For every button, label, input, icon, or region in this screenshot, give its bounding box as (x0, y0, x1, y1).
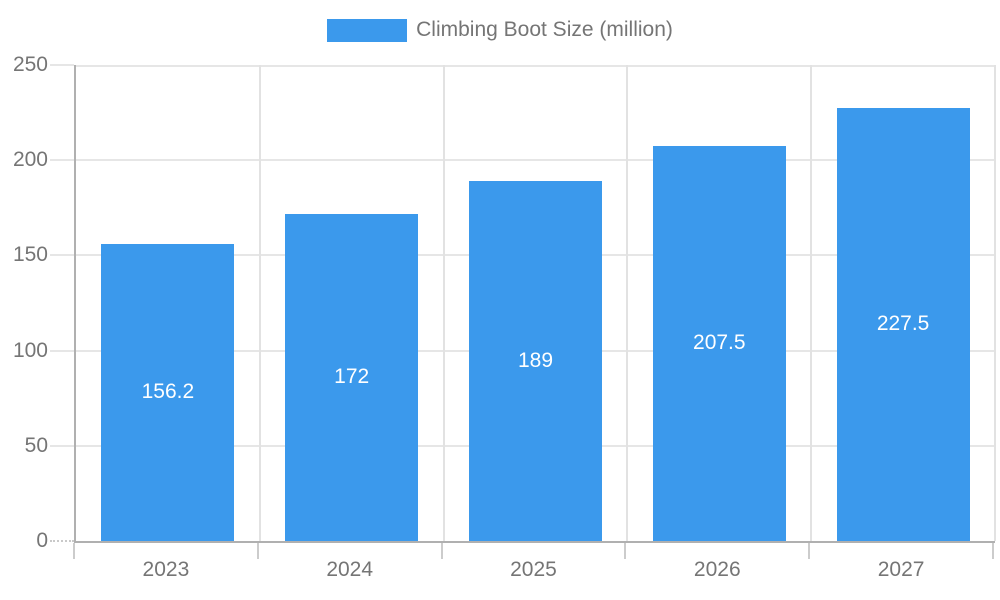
x-tick-3 (624, 543, 627, 559)
y-tick-250 (50, 64, 74, 66)
v-gridline-4 (810, 65, 813, 541)
y-axis-label-100: 100 (12, 338, 48, 362)
x-axis-label-2026: 2026 (693, 558, 741, 581)
bar-value-label-2025: 189 (517, 349, 554, 373)
h-gridline-200 (76, 159, 995, 162)
x-tick-5 (992, 543, 994, 559)
y-axis-label-150: 150 (12, 243, 48, 267)
bar-value-label-2023: 156.2 (141, 380, 195, 404)
y-axis-label-50: 50 (24, 433, 48, 457)
y-tick-50 (50, 444, 74, 447)
y-tick-150 (50, 254, 74, 257)
x-tick-2 (440, 543, 443, 559)
bar-2025: 189 (469, 181, 602, 541)
y-axis-label-250: 250 (12, 53, 48, 76)
bar-2024: 172 (285, 213, 419, 541)
y-tick-100 (50, 349, 74, 352)
v-gridline-2 (442, 65, 445, 541)
x-tick-0 (73, 543, 75, 559)
plot-area: 156.2 172 189 207.5 227.5 (74, 65, 996, 543)
v-gridline-1 (258, 65, 261, 541)
bar-value-label-2027: 227.5 (876, 312, 930, 336)
v-gridline-5 (994, 65, 996, 541)
h-gridline-250 (76, 65, 995, 67)
y-tick-200 (50, 159, 74, 162)
legend-swatch (327, 18, 408, 42)
x-tick-1 (256, 543, 259, 559)
x-tick-4 (808, 543, 811, 559)
bar-value-label-2026: 207.5 (693, 331, 746, 355)
legend-label: Climbing Boot Size (million) (416, 18, 673, 41)
bar-2023: 156.2 (101, 243, 235, 541)
bar-2027: 227.5 (836, 107, 970, 541)
x-axis-label-2025: 2025 (510, 558, 557, 581)
bar-value-label-2024: 172 (334, 365, 370, 389)
v-gridline-3 (626, 65, 629, 541)
x-axis-label-2027: 2027 (877, 558, 925, 581)
legend: Climbing Boot Size (million) (0, 17, 1000, 43)
y-axis-label-0: 0 (36, 529, 48, 552)
x-axis-label-2024: 2024 (326, 558, 374, 581)
y-axis-label-200: 200 (12, 148, 48, 172)
x-axis-label-2023: 2023 (142, 558, 190, 581)
y-tick-0 (50, 540, 74, 542)
bar-2026: 207.5 (652, 145, 786, 541)
